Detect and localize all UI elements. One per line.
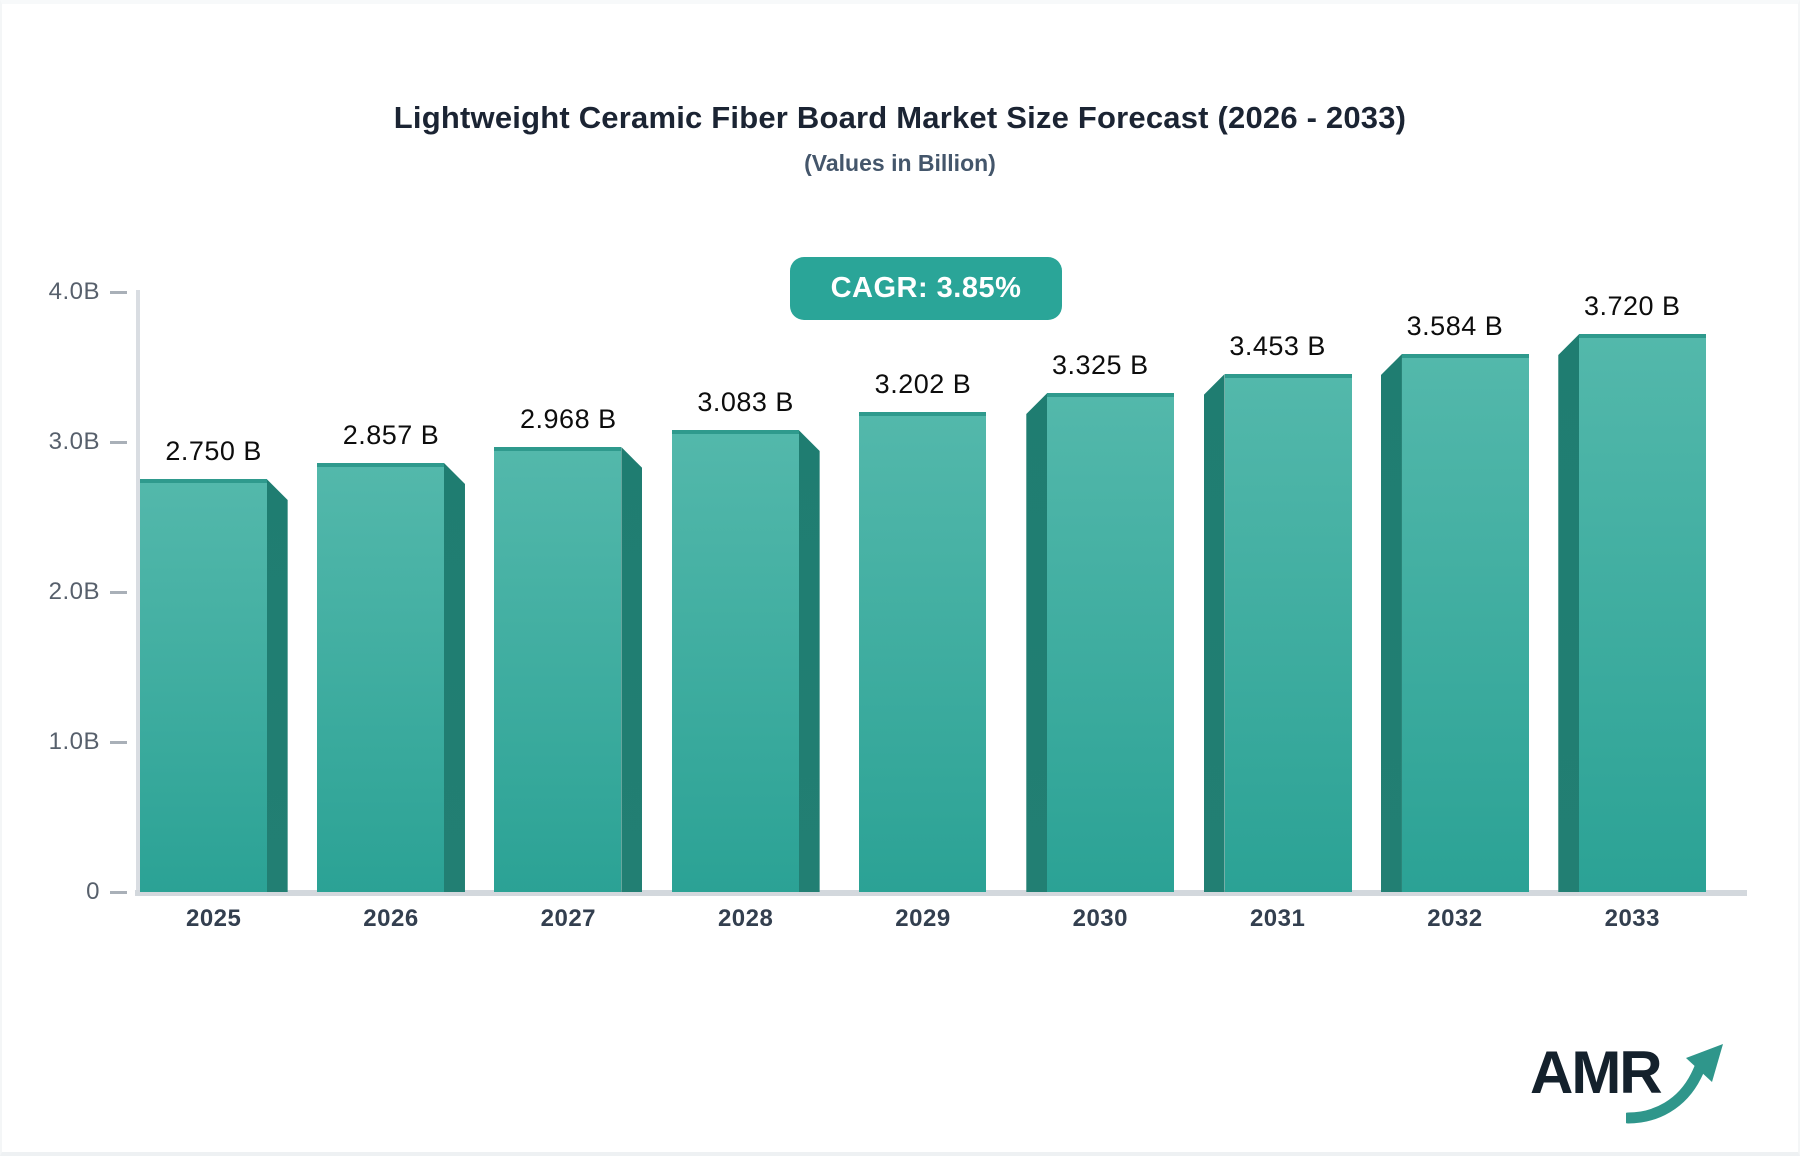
bar-value-label: 3.720 B [1583,291,1681,321]
bar-2031: 3.453 B [1203,331,1352,892]
bar-group-2033: 3.720 B [1544,284,1721,892]
y-tick-dash [110,291,127,294]
bar-face [494,447,622,892]
bar-2025: 2.750 B [139,436,288,892]
cagr-badge: CAGR: 3.85% [790,257,1062,320]
bar-face [671,430,799,892]
bar-group-2032: 3.584 B [1366,284,1543,892]
bar-side-3d [443,463,465,892]
bar-value-label: 3.202 B [874,369,972,399]
bar-2026: 2.857 B [316,420,465,892]
x-axis-label-2032: 2032 [1427,905,1483,932]
amr-logo-text: AMR [1530,1039,1663,1106]
bar-side-3d [621,447,643,892]
bar-value-label: 2.750 B [165,436,262,466]
bar-value-label: 2.968 B [520,404,617,434]
page-title: Lightweight Ceramic Fiber Board Market S… [393,100,1407,135]
y-tick-label: 4.0B [48,278,100,305]
bar-group-2025: 2.750 B [125,284,302,892]
amr-logo: AMR [1530,1038,1730,1124]
bar-face [139,479,267,892]
y-tick-dash [110,741,127,744]
bar-face [859,412,987,892]
bar-side-3d [798,430,820,892]
y-tick-label: 3.0B [48,428,100,455]
y-tick-dash [110,591,127,594]
bar-face [316,463,444,892]
x-axis-label-2028: 2028 [717,905,774,932]
x-axis-label-2027: 2027 [540,905,597,932]
bar-2028: 3.083 B [671,387,820,892]
bar-group-2030: 3.325 B [1012,284,1189,892]
bar-face [1224,374,1352,892]
bar-side-3d [1558,334,1580,892]
y-tick-label: 1.0B [48,728,100,755]
bar-2030: 3.325 B [1026,350,1175,892]
y-tick-dash [110,441,127,444]
bar-group-2029: 3.202 B [834,284,1011,892]
x-axis-label-2033: 2033 [1604,905,1660,932]
chart-subtitle: (Values in Billion) [804,150,996,176]
bar-value-label: 2.857 B [342,420,440,450]
bar-face [1047,393,1175,892]
bar-2033: 3.720 B [1558,291,1707,892]
bar-value-label: 3.453 B [1229,331,1326,361]
x-axis-label-2025: 2025 [185,905,242,932]
x-axis-label-2026: 2026 [363,905,419,932]
bar-face [1579,334,1707,892]
x-axis-label-2031: 2031 [1249,905,1306,932]
y-tick-label: 0 [86,878,100,905]
bar-group-2031: 3.453 B [1189,284,1366,892]
bar-side-3d [266,479,288,892]
y-tick-label: 2.0B [48,578,100,605]
growth-arrow-icon [1626,1044,1723,1124]
bar-plot-area: 2.750 B 2.857 B 2.968 B 3.083 B 3.202 B 3.325… [125,284,1721,892]
bar-2032: 3.584 B [1380,311,1529,892]
bar-side-3d [1026,393,1048,892]
bar-value-label: 3.325 B [1052,350,1149,380]
x-axis-baseline [135,890,1747,896]
bar-2029: 3.202 B [859,369,987,892]
x-axis-label-2029: 2029 [895,905,951,932]
bar-side-3d [1203,374,1225,892]
bar-group-2028: 3.083 B [657,284,834,892]
y-tick-dash [110,891,127,894]
x-axis-labels: 2025 2026 2027 2028 2029 2030 2031 2032 2033 [125,905,1721,933]
x-axis-label-2030: 2030 [1072,905,1128,932]
bar-value-label: 3.083 B [697,387,794,417]
bar-value-label: 3.584 B [1406,311,1504,341]
bar-side-3d [1380,354,1402,892]
bar-2027: 2.968 B [494,404,643,892]
bar-face [1401,354,1529,892]
y-axis-line [136,290,140,894]
bar-group-2027: 2.968 B [480,284,657,892]
bar-group-2026: 2.857 B [302,284,479,892]
